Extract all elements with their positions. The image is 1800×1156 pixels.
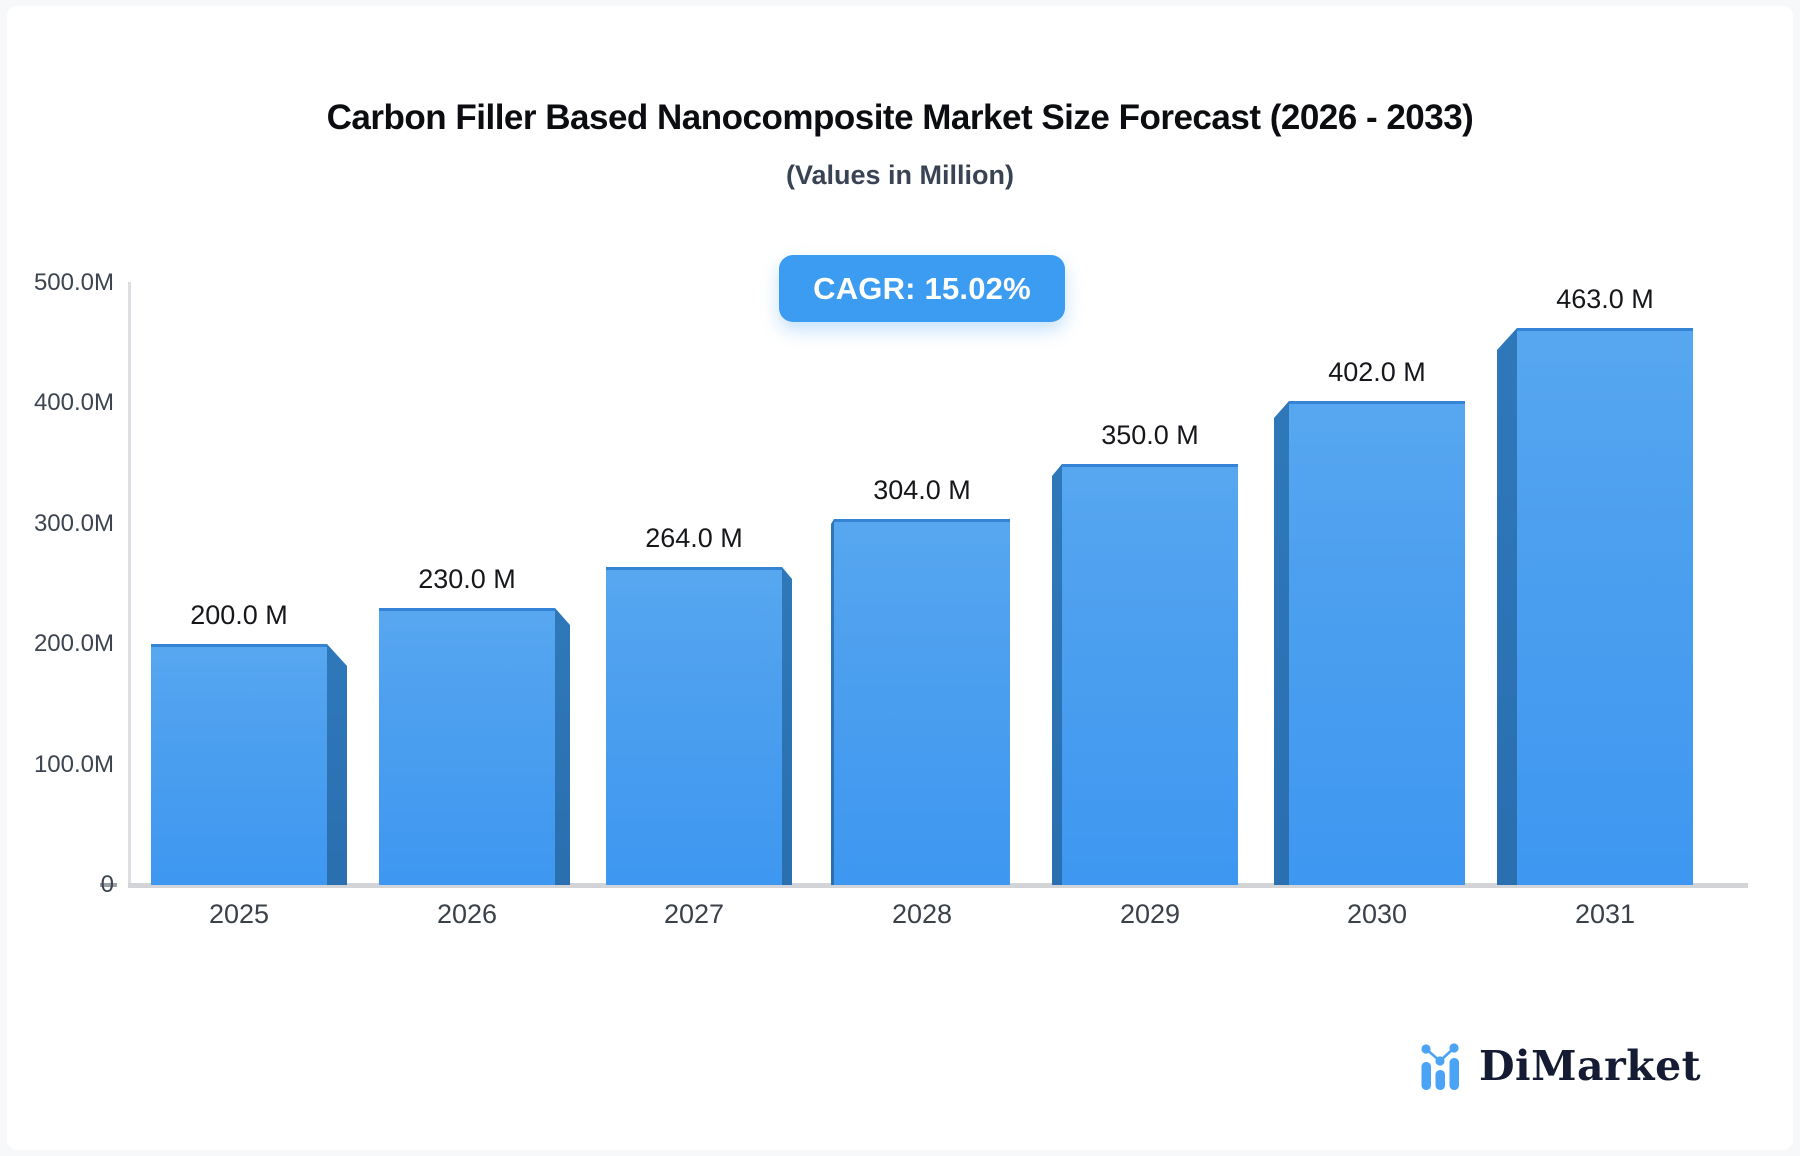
bar-value-label: 350.0 M: [1101, 420, 1199, 450]
bar-face: [151, 644, 327, 885]
x-axis-category-label: 2031: [1574, 899, 1636, 929]
chart-title: Carbon Filler Based Nanocomposite Market…: [326, 98, 1474, 137]
x-axis-category-label: 2025: [208, 899, 270, 929]
x-axis-category-label: 2028: [891, 899, 953, 929]
x-axis-category-label: 2030: [1346, 899, 1408, 929]
bar-face: [1289, 401, 1465, 885]
bar-value-label: 463.0 M: [1556, 284, 1654, 314]
bar-value-label: 264.0 M: [645, 523, 743, 553]
x-axis-category-label: 2029: [1119, 899, 1181, 929]
bar-face: [1517, 328, 1693, 885]
y-axis-tick-label: 300.0M: [33, 509, 114, 537]
bar-value-label: 402.0 M: [1328, 357, 1426, 387]
bar: [831, 519, 1010, 885]
x-axis-baseline: [128, 883, 1748, 888]
y-axis-tick-label: 200.0M: [33, 630, 114, 658]
bar: [1497, 328, 1693, 885]
bar-value-label: 304.0 M: [873, 475, 971, 505]
y-axis-line: [128, 282, 131, 885]
y-axis-tick-label: 500.0M: [33, 269, 114, 296]
bar: [1052, 464, 1238, 885]
x-axis-category-label: 2027: [663, 899, 725, 929]
x-axis-category-label: 2026: [436, 899, 498, 929]
chart-subtitle: (Values in Million): [785, 160, 1015, 190]
bar-value-label: 230.0 M: [418, 564, 516, 594]
y-axis-tick-label: 400.0M: [33, 389, 114, 417]
bar-side-3d: [1274, 401, 1289, 885]
zero-tick-mark: [100, 883, 117, 887]
bar: [1274, 401, 1465, 885]
bar-face: [379, 608, 555, 885]
bar-side-3d: [782, 567, 792, 885]
bar-side-3d: [831, 519, 834, 885]
bar: [606, 567, 792, 885]
bar-face: [606, 567, 782, 885]
bar-face: [834, 519, 1010, 885]
bar: [379, 608, 570, 885]
bar-side-3d: [327, 644, 347, 885]
bar-side-3d: [1497, 328, 1517, 885]
brand-name: DiMarket: [1479, 1042, 1702, 1090]
bar-side-3d: [555, 608, 570, 885]
cagr-badge: CAGR: 15.02%: [779, 255, 1065, 322]
bar-side-3d: [1052, 464, 1062, 885]
bar-value-label: 200.0 M: [190, 600, 288, 630]
bar: [151, 644, 347, 885]
bar-face: [1062, 464, 1238, 885]
brand-logo: DiMarket: [1421, 1040, 1701, 1092]
y-axis-tick-label: 100.0M: [33, 750, 114, 778]
y-axis-tick-label: 0: [100, 871, 114, 898]
mini-bar-chart-icon: [1421, 1043, 1459, 1090]
